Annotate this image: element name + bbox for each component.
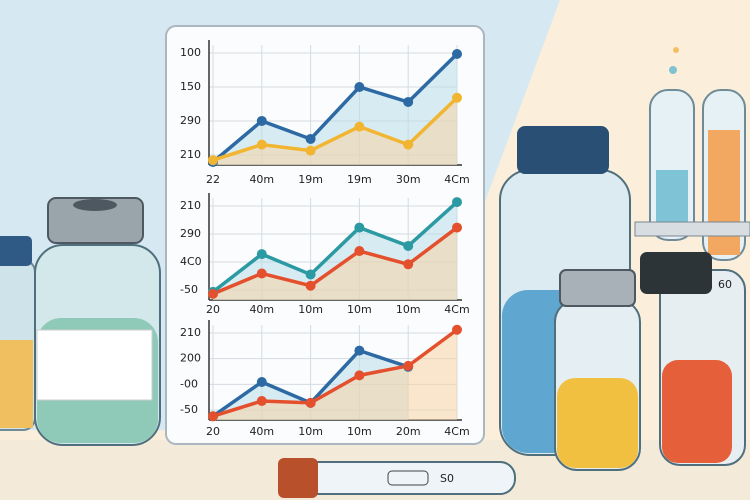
point: [305, 280, 316, 291]
point: [305, 145, 316, 156]
line: [212, 226, 459, 296]
charts: 100 150 290 210 22 40m 19m 19m 30m 4Cm 210 290 4C0 -5…: [180, 40, 470, 438]
tube: [299, 461, 516, 495]
point: [452, 49, 462, 59]
x-label: 20: [206, 303, 220, 316]
x-label: 22: [206, 173, 220, 186]
point: [354, 222, 365, 233]
x-label: 10m: [347, 425, 372, 438]
bottle-label: [36, 329, 153, 401]
cap: [47, 197, 144, 244]
area: [213, 97, 457, 165]
point: [256, 396, 267, 406]
point: [256, 115, 267, 126]
point: [354, 370, 365, 381]
y-label: 100: [180, 46, 201, 59]
cap-hole: [73, 199, 117, 211]
x-label: 10m: [298, 425, 323, 438]
point: [208, 411, 218, 422]
line: [212, 96, 459, 162]
x-label: 40m: [249, 425, 274, 438]
point: [256, 249, 267, 260]
x-label: 40m: [249, 303, 274, 316]
point: [452, 92, 462, 103]
liquid: [662, 360, 732, 463]
point: [403, 97, 414, 107]
y-label: -50: [180, 403, 198, 416]
point: [354, 121, 365, 132]
cap: [559, 269, 636, 307]
point: [403, 360, 414, 371]
point: [354, 345, 365, 356]
x-label: 40m: [249, 173, 274, 186]
x-label: 19m: [347, 173, 372, 186]
line: [212, 328, 459, 418]
bubble: [673, 47, 679, 53]
liquid: [0, 340, 33, 428]
x-label: 20: [206, 425, 220, 438]
point: [208, 288, 218, 299]
point: [354, 246, 365, 257]
point: [256, 139, 267, 150]
y-label: -00: [180, 377, 198, 390]
point: [305, 269, 316, 280]
point: [354, 82, 365, 92]
x-label: 10m: [396, 303, 421, 316]
rack: [634, 221, 750, 237]
point: [256, 377, 267, 387]
x-label: 20m: [396, 425, 421, 438]
point: [452, 222, 462, 233]
x-label: 4Cm: [444, 303, 469, 316]
y-label: 210: [180, 148, 201, 161]
x-label: 10m: [347, 303, 372, 316]
bubble: [669, 66, 677, 74]
area: [213, 54, 457, 165]
x-label: 4Cm: [444, 173, 469, 186]
x-label: 10m: [298, 303, 323, 316]
y-label: 200: [180, 352, 201, 365]
cap: [0, 236, 32, 266]
y-label: -50: [180, 283, 198, 296]
tube-cap: [278, 458, 318, 498]
point: [403, 139, 414, 150]
liquid: [557, 378, 638, 468]
point: [403, 240, 414, 251]
y-label: 290: [180, 227, 201, 240]
y-label: 4C0: [180, 255, 202, 268]
cap: [640, 252, 712, 294]
point: [208, 155, 218, 166]
line: [211, 52, 459, 164]
y-label: 210: [180, 326, 201, 339]
tube-window: [387, 470, 429, 486]
x-label: 30m: [396, 173, 421, 186]
x-label: 4Cm: [444, 425, 469, 438]
tube-text: S0: [440, 472, 454, 485]
point: [403, 259, 414, 270]
point: [256, 268, 267, 279]
line: [211, 200, 459, 294]
point: [452, 197, 462, 208]
y-label: 210: [180, 199, 201, 212]
point: [452, 324, 462, 335]
y-label: 290: [180, 114, 201, 127]
y-label: 150: [180, 80, 201, 93]
x-label: 19m: [298, 173, 323, 186]
area: [213, 227, 457, 300]
point: [305, 397, 316, 408]
area: [213, 329, 457, 420]
point: [305, 133, 316, 144]
bottle-text: 60: [718, 278, 732, 291]
cap: [517, 126, 609, 174]
